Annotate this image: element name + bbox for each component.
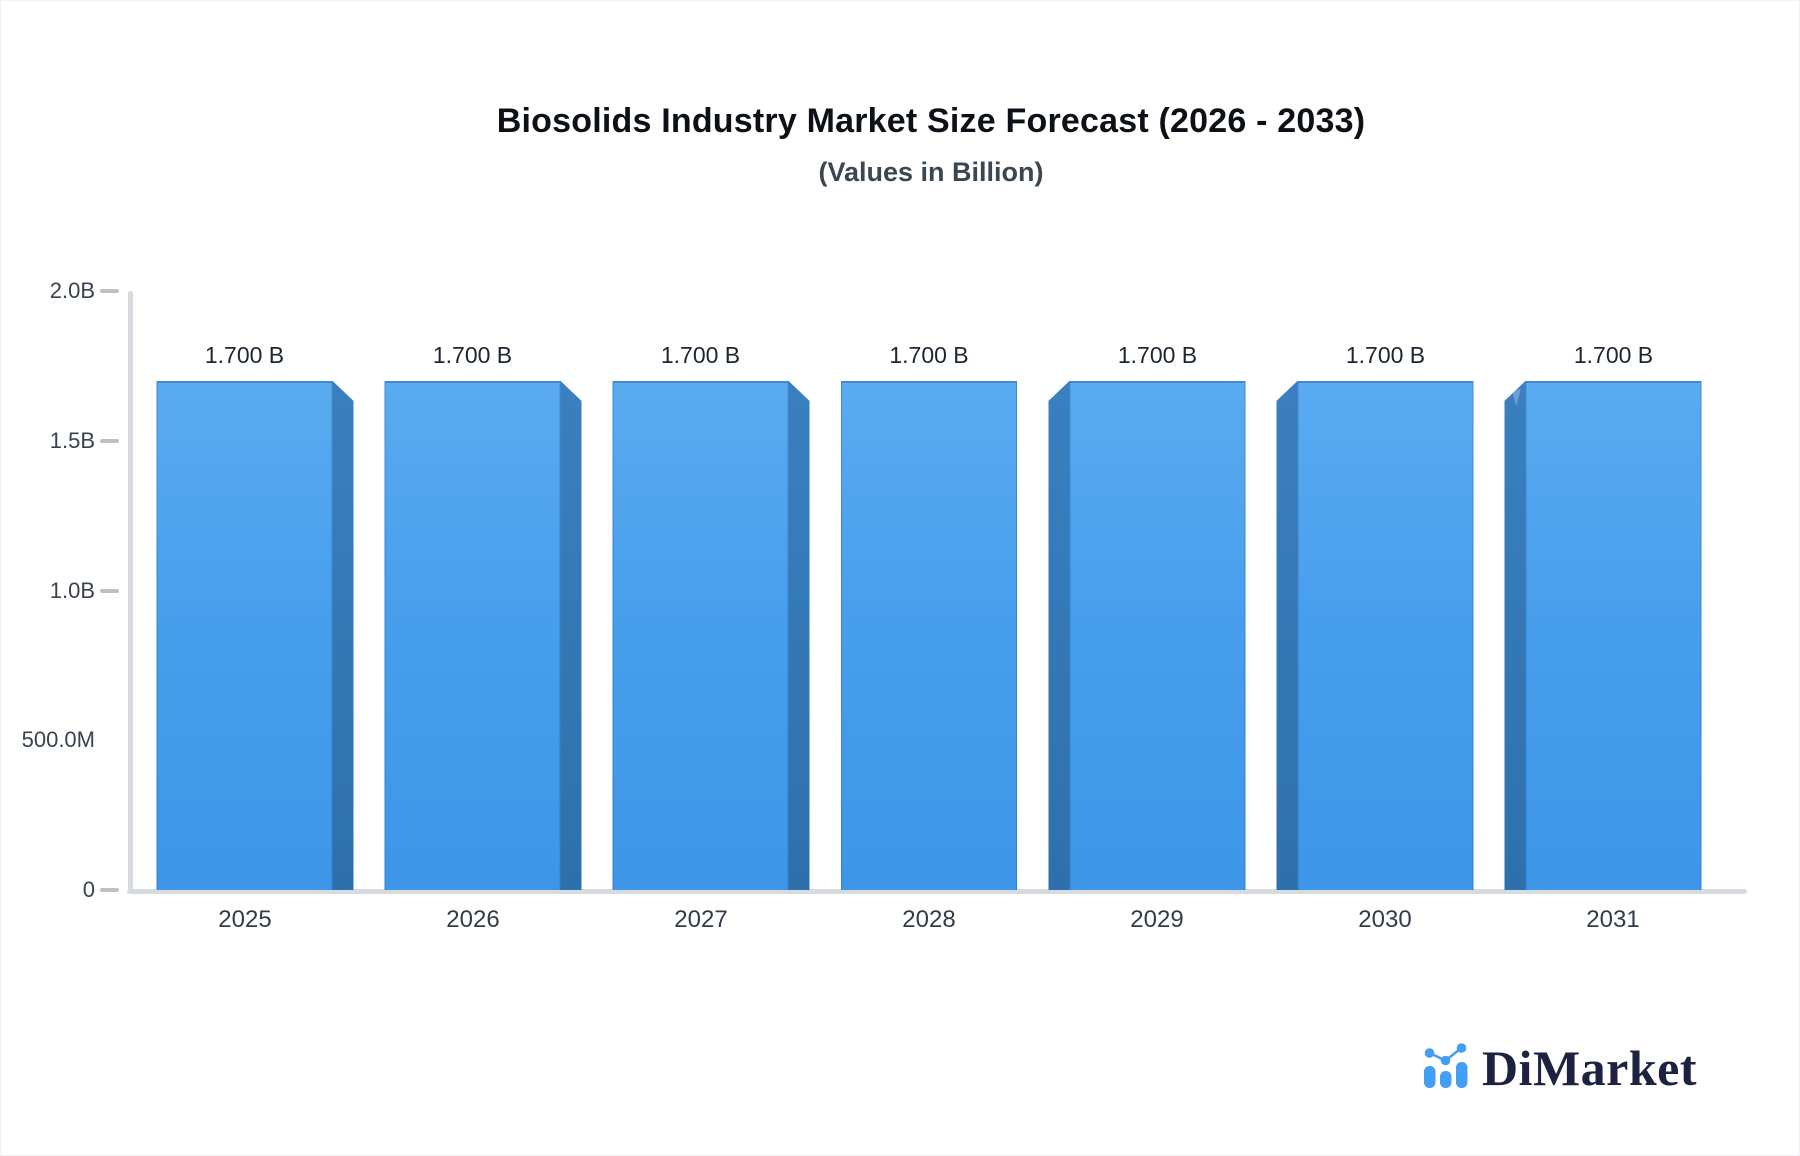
y-axis-label: 2.0B [49, 278, 95, 303]
x-axis-label: 2031 [1586, 906, 1640, 933]
brand-logo: DiMarket [1423, 1040, 1697, 1096]
bar-value-label: 1.700 B [1573, 341, 1654, 368]
bar-value-label: 1.700 B [1345, 341, 1426, 368]
brand-name: DiMarket [1481, 1040, 1697, 1096]
bar-side-face [332, 380, 354, 890]
bar-value-label: 1.700 B [660, 341, 741, 368]
bar-value-label: 1.700 B [432, 341, 513, 368]
chart-subtitle: (Values in Billion) [818, 157, 1044, 187]
bar-group-2026: 1.700 B 2026 [359, 291, 587, 933]
bar-side-face [1276, 380, 1298, 890]
y-axis-label: 500.0M [21, 727, 95, 753]
bar-face[interactable]: 1.700 B [841, 342, 1017, 890]
bar-2025[interactable]: 1.700 B [156, 342, 354, 890]
bar-side-face [1048, 380, 1070, 890]
bar-side-face [788, 380, 810, 890]
y-axis-tick-dash [100, 289, 119, 293]
chart-title: Biosolids Industry Market Size Forecast … [496, 102, 1366, 140]
bar-value-label: 1.700 B [889, 341, 969, 368]
bar-face[interactable]: 1.700 B [384, 342, 561, 890]
bar-2030[interactable]: 1.700 B [1276, 342, 1474, 890]
bar-face[interactable]: 1.700 B [1525, 342, 1702, 890]
y-axis-label: 1.5B [49, 427, 95, 453]
y-axis-line [128, 291, 133, 892]
bar-face[interactable]: 1.700 B [1069, 342, 1246, 890]
y-axis-label: 0 [82, 877, 95, 902]
bar-chart-plot-area: 2.0B 1.5B 1.0B 500.0M 0 1.700 B 2025 1.700 B 202… [22, 278, 1747, 933]
bar-chart-logo-icon [1423, 1043, 1468, 1088]
bar-group-2031: 1.700 B 2031 [1499, 291, 1727, 933]
y-axis-tick-dash [100, 588, 119, 593]
x-axis-label: 2029 [1130, 906, 1184, 933]
bar-2029[interactable]: 1.700 B [1048, 342, 1246, 890]
x-axis-line [127, 889, 1747, 894]
bar-face[interactable]: 1.700 B [612, 342, 789, 890]
bar-side-face [1504, 380, 1526, 890]
bar-group-2030: 1.700 B 2030 [1271, 291, 1499, 933]
bar-group-2028: 1.700 B 2028 [815, 291, 1043, 933]
bar-face[interactable]: 1.700 B [156, 342, 333, 890]
x-axis-label: 2025 [218, 906, 272, 933]
y-axis-tick-dash [100, 438, 119, 443]
bar-2028[interactable]: 1.700 B [841, 342, 1017, 890]
x-axis-label: 2028 [902, 906, 956, 933]
bar-2027[interactable]: 1.700 B [612, 342, 810, 890]
chart-header: Biosolids Industry Market Size Forecast … [131, 99, 1731, 188]
x-axis-label: 2027 [674, 906, 728, 933]
bar-value-label: 1.700 B [204, 341, 285, 368]
x-axis-label: 2030 [1358, 906, 1412, 933]
bar-group-2027: 1.700 B 2027 [587, 291, 815, 933]
y-axis-tick-dash [100, 888, 119, 892]
bar-side-face [560, 380, 582, 890]
bar-2026[interactable]: 1.700 B [384, 342, 582, 890]
bar-group-2029: 1.700 B 2029 [1043, 291, 1271, 933]
bar-value-label: 1.700 B [1117, 341, 1198, 368]
x-axis-label: 2026 [446, 906, 500, 933]
bar-group-2025: 1.700 B 2025 [131, 291, 359, 933]
y-axis-label: 1.0B [49, 577, 95, 603]
bar-2031[interactable]: 1.700 B [1504, 342, 1702, 890]
bar-face[interactable]: 1.700 B [1297, 342, 1474, 890]
